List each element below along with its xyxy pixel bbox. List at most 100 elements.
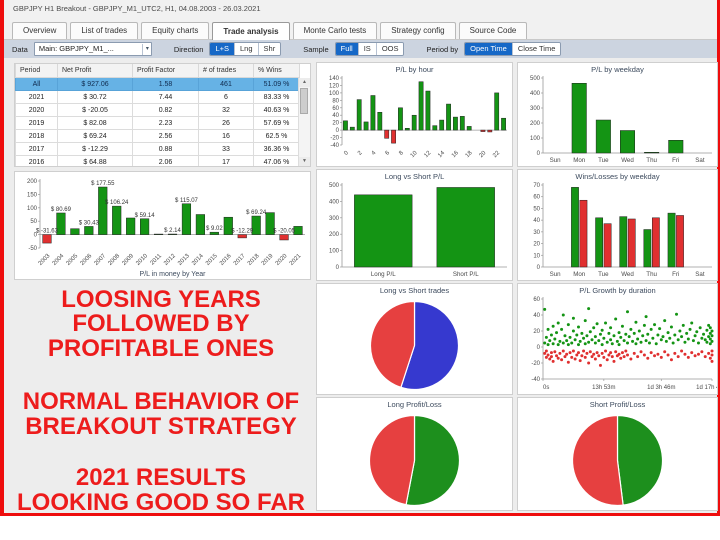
- svg-text:10: 10: [533, 253, 540, 259]
- annotation-overlay: LOOSING YEARS FOLLOWED BY PROFITABLE ONES …: [10, 287, 312, 515]
- direction-shr-button[interactable]: Shr: [258, 43, 281, 55]
- table-cell: 17: [198, 155, 254, 166]
- tab-source-code[interactable]: Source Code: [458, 22, 528, 39]
- sample-is-button[interactable]: IS: [358, 43, 377, 55]
- scrollbar-thumb[interactable]: [300, 88, 308, 114]
- svg-text:0: 0: [343, 150, 350, 157]
- direction-l-s-button[interactable]: L+S: [210, 43, 235, 55]
- svg-text:Long Profit/Loss: Long Profit/Loss: [387, 400, 441, 409]
- chart-wins-losses-by-weekday: Wins/Losses by weekday 0 10 20 30 40 50 60 70 Sun…: [517, 169, 718, 281]
- svg-text:12: 12: [423, 150, 432, 159]
- tab-list-of-trades[interactable]: List of trades: [70, 22, 139, 39]
- annotation-line: NORMAL BEHAVIOR OF: [22, 388, 300, 416]
- svg-text:100: 100: [329, 91, 340, 97]
- data-label: Data: [12, 44, 28, 54]
- data-source-value: Main: GBPJPY_M1_...: [38, 44, 114, 53]
- column-header-wins[interactable]: % Wins: [253, 64, 300, 78]
- svg-text:P/L Growth by duration: P/L Growth by duration: [579, 286, 655, 295]
- svg-text:Wed: Wed: [621, 271, 634, 278]
- tab-overview[interactable]: Overview: [12, 22, 68, 39]
- table-cell: 2.23: [132, 116, 199, 130]
- table-cell: 2018: [15, 129, 58, 143]
- svg-text:2010: 2010: [135, 253, 149, 267]
- svg-text:2004: 2004: [52, 253, 66, 267]
- window-title-text: GBPJPY H1 Breakout - GBPJPY_M1_UTC2, H1,…: [13, 4, 261, 13]
- svg-text:500: 500: [329, 183, 340, 189]
- table-cell: 0.88: [132, 142, 199, 156]
- period-by-close-time-button[interactable]: Close Time: [512, 43, 561, 55]
- svg-text:18: 18: [465, 150, 474, 159]
- table-scrollbar[interactable]: ▲ ▼: [298, 78, 310, 166]
- table-cell: 47.06 %: [253, 155, 300, 166]
- svg-text:$ -12.29: $ -12.29: [231, 229, 254, 235]
- svg-text:0: 0: [537, 265, 541, 271]
- svg-text:300: 300: [530, 106, 541, 112]
- table-cell: 7.44: [132, 90, 199, 104]
- period-table-body: All $ 927.06 1.58 461 51.09 % 2021 $ 30.72 7.44…: [15, 77, 300, 166]
- chart-long-vs-short-trades-pie: Long vs Short trades: [316, 283, 513, 395]
- svg-text:0: 0: [336, 265, 340, 271]
- period-results-table: Period Net Profit Profit Factor # of tra…: [15, 64, 300, 166]
- direction-lng-button[interactable]: Lng: [235, 43, 259, 55]
- svg-text:$ -20.05: $ -20.05: [273, 229, 296, 235]
- table-cell: 0.82: [132, 103, 199, 117]
- sample-full-button[interactable]: Full: [335, 43, 359, 55]
- svg-text:Sat: Sat: [695, 271, 705, 278]
- table-row-2019[interactable]: 2019 $ 82.08 2.23 26 57.69 %: [15, 116, 300, 130]
- tab-strategy-config[interactable]: Strategy config: [380, 22, 456, 39]
- svg-text:60: 60: [533, 195, 540, 201]
- svg-text:40: 40: [533, 313, 540, 319]
- svg-text:Tue: Tue: [598, 271, 609, 278]
- tab-equity-charts[interactable]: Equity charts: [141, 22, 210, 39]
- tab-monte-carlo-tests[interactable]: Monte Carlo tests: [292, 22, 378, 39]
- svg-text:2006: 2006: [80, 253, 94, 267]
- annotation-block-2: NORMAL BEHAVIOR OF BREAKOUT STRATEGY: [10, 388, 312, 439]
- table-row-all[interactable]: All $ 927.06 1.58 461 51.09 %: [15, 77, 300, 91]
- svg-text:20: 20: [478, 150, 487, 159]
- annotation-block-1: LOOSING YEARS FOLLOWED BY PROFITABLE ONES: [10, 287, 312, 362]
- chart-long-vs-short-pl: Long vs Short P/L 0 100 200 300 400 500 Long P/…: [316, 169, 513, 281]
- svg-text:2008: 2008: [107, 253, 121, 267]
- sample-oos-button[interactable]: OOS: [376, 43, 404, 55]
- table-row-2018[interactable]: 2018 $ 69.24 2.56 16 62.5 %: [15, 129, 300, 143]
- column-header-profit-factor[interactable]: Profit Factor: [132, 64, 199, 78]
- svg-text:2011: 2011: [150, 253, 164, 267]
- svg-text:80: 80: [332, 98, 339, 104]
- svg-text:40: 40: [533, 218, 540, 224]
- chart-pl-growth-by-duration: P/L Growth by duration -40 -20 0 20 40 60 0s 13h…: [517, 283, 718, 395]
- chart-pl-by-hour: P/L by hour -40 -20 0 20 40 60 80 100 120 140 0 2 4 6 8…: [316, 62, 513, 167]
- svg-text:P/L in money by Year: P/L in money by Year: [140, 271, 207, 278]
- svg-text:0: 0: [336, 128, 340, 134]
- svg-text:P/L by hour: P/L by hour: [395, 65, 434, 74]
- table-row-2020[interactable]: 2020 $ -20.05 0.82 32 40.63 %: [15, 103, 300, 117]
- period-by-open-time-button[interactable]: Open Time: [465, 43, 513, 55]
- table-cell: 2019: [15, 116, 58, 130]
- svg-text:$ 9.02: $ 9.02: [206, 226, 223, 232]
- column-header-net-profit[interactable]: Net Profit: [57, 64, 133, 78]
- svg-text:$ 30.43: $ 30.43: [79, 220, 100, 226]
- annotation-line: PROFITABLE ONES: [47, 334, 275, 362]
- scroll-up-icon[interactable]: ▲: [299, 78, 310, 87]
- svg-text:16: 16: [451, 150, 460, 159]
- table-cell: 51.09 %: [253, 77, 300, 91]
- table-cell: 461: [198, 77, 254, 91]
- svg-text:Short Profit/Loss: Short Profit/Loss: [590, 400, 646, 409]
- data-source-select[interactable]: Main: GBPJPY_M1_... ▾: [33, 42, 152, 56]
- table-cell: $ 64.88: [57, 155, 133, 166]
- table-row-2016[interactable]: 2016 $ 64.88 2.06 17 47.06 %: [15, 155, 300, 166]
- svg-text:0: 0: [537, 345, 541, 351]
- svg-text:20: 20: [533, 242, 540, 248]
- table-cell: $ 30.72: [57, 90, 133, 104]
- table-row-2017[interactable]: 2017 $ -12.29 0.88 33 36.36 %: [15, 142, 300, 156]
- svg-text:0: 0: [537, 151, 541, 157]
- svg-text:P/L by weekday: P/L by weekday: [591, 65, 644, 74]
- svg-text:2009: 2009: [121, 253, 135, 267]
- table-cell: All: [15, 77, 58, 91]
- table-row-2021[interactable]: 2021 $ 30.72 7.44 6 83.33 %: [15, 90, 300, 104]
- svg-text:500: 500: [530, 76, 541, 82]
- column-header-period[interactable]: Period: [15, 64, 58, 78]
- svg-text:4: 4: [371, 150, 378, 157]
- scroll-down-icon[interactable]: ▼: [299, 157, 310, 166]
- tab-trade-analysis[interactable]: Trade analysis: [212, 22, 290, 40]
- column-header-trades[interactable]: # of trades: [198, 64, 254, 78]
